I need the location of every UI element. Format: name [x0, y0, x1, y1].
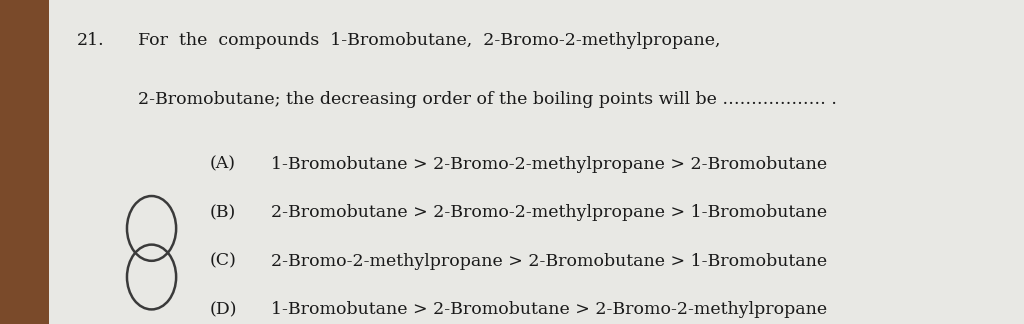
- Bar: [0, 0, 49, 324]
- Text: For  the  compounds  1-Bromobutane,  2-Bromo-2-methylpropane,: For the compounds 1-Bromobutane, 2-Bromo…: [138, 32, 721, 49]
- Text: 2-Bromobutane > 2-Bromo-2-methylpropane > 1-Bromobutane: 2-Bromobutane > 2-Bromo-2-methylpropane …: [271, 204, 827, 221]
- Text: (B): (B): [210, 204, 237, 221]
- Text: (C): (C): [210, 253, 237, 270]
- Text: (D): (D): [210, 301, 238, 318]
- Text: 2-Bromobutane; the decreasing order of the boiling points will be ……………… .: 2-Bromobutane; the decreasing order of t…: [138, 91, 837, 108]
- Text: 1-Bromobutane > 2-Bromobutane > 2-Bromo-2-methylpropane: 1-Bromobutane > 2-Bromobutane > 2-Bromo-…: [271, 301, 827, 318]
- Text: 2-Bromo-2-methylpropane > 2-Bromobutane > 1-Bromobutane: 2-Bromo-2-methylpropane > 2-Bromobutane …: [271, 253, 827, 270]
- Text: 21.: 21.: [77, 32, 104, 49]
- Text: 1-Bromobutane > 2-Bromo-2-methylpropane > 2-Bromobutane: 1-Bromobutane > 2-Bromo-2-methylpropane …: [271, 156, 827, 172]
- Text: (A): (A): [210, 156, 236, 172]
